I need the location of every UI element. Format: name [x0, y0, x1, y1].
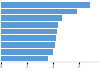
Bar — [1, 29, 57, 34]
Bar — [1, 56, 48, 61]
Bar — [1, 15, 62, 21]
Bar — [1, 35, 56, 41]
Bar — [1, 22, 58, 28]
Bar — [1, 9, 77, 14]
Bar — [1, 42, 55, 48]
Bar — [1, 2, 90, 8]
Bar — [1, 49, 53, 55]
